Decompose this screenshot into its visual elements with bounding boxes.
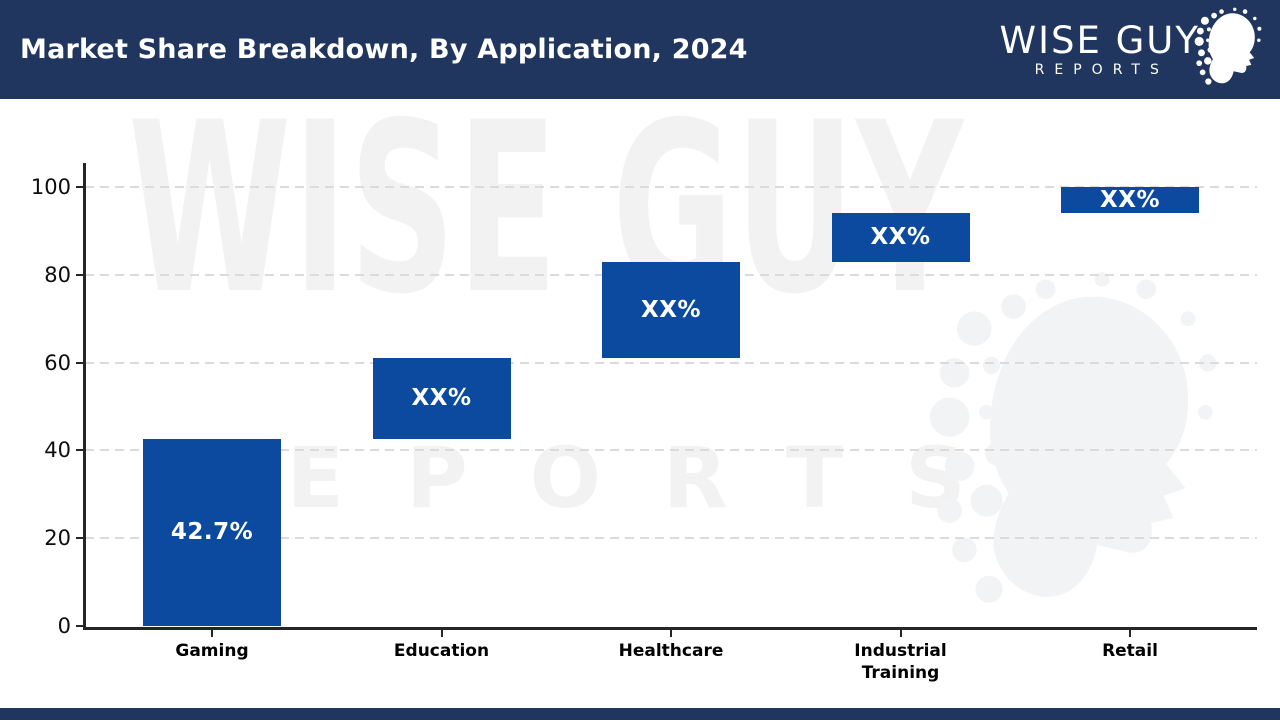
y-tick (76, 273, 83, 276)
bar-gaming: 42.7% (143, 438, 281, 626)
gridline-20 (85, 537, 1257, 540)
gridline-60 (85, 361, 1257, 364)
wiseguy-face-icon (1194, 7, 1262, 85)
x-tick (211, 630, 213, 637)
bar-retail: XX% (1061, 187, 1199, 214)
page-title: Market Share Breakdown, By Application, … (20, 34, 748, 65)
bar-education: XX% (372, 358, 511, 439)
gridline-40 (85, 449, 1257, 452)
watermark-subtext: REPORTS (160, 429, 1028, 527)
logo-subtext: REPORTS (1034, 61, 1169, 78)
y-tick-label: 60 (44, 350, 71, 375)
y-tick (76, 449, 83, 452)
y-axis-spine (83, 163, 86, 630)
y-tick (76, 625, 83, 627)
y-tick-label: 80 (44, 262, 71, 287)
bar-value-label: XX% (411, 385, 472, 412)
y-tick-label: 40 (44, 438, 71, 463)
wiseguy-logo-text: WISE GUY REPORTS (1000, 22, 1200, 78)
chart-area: WISE GUY REPORTS 0 20 40 60 80 100 42.7% Gaming… (0, 73, 1280, 708)
x-tick (670, 630, 672, 637)
x-category-label: Gaming (175, 641, 249, 661)
wiseguy-logo: WISE GUY REPORTS (1000, 7, 1280, 93)
bar-value-label: XX% (1099, 187, 1160, 214)
y-tick (76, 537, 83, 540)
bar-industrial-training: XX% (831, 213, 970, 262)
x-category-label: Healthcare (618, 641, 724, 661)
bar-healthcare: XX% (602, 261, 740, 359)
gridline-100 (85, 186, 1257, 188)
x-axis-spine (83, 627, 1257, 630)
x-category-label: Industrial Training (854, 641, 947, 684)
footer-bar (0, 708, 1280, 720)
y-tick (76, 186, 83, 188)
logo-wordmark: WISE GUY (999, 18, 1200, 62)
x-category-label: Education (393, 641, 490, 661)
x-category-label: Retail (1102, 641, 1158, 661)
watermark-wordmark: WISE GUY (128, 73, 965, 346)
y-tick-label: 20 (44, 526, 71, 551)
y-tick-label: 100 (30, 175, 71, 199)
x-tick (899, 630, 902, 637)
x-tick (440, 630, 443, 637)
bar-value-label: 42.7% (170, 519, 254, 546)
y-tick (76, 361, 83, 364)
y-tick-label: 0 (57, 614, 71, 638)
header-bar: Market Share Breakdown, By Application, … (0, 0, 1280, 99)
bar-value-label: XX% (640, 296, 701, 323)
bar-value-label: XX% (870, 224, 931, 251)
x-tick (1129, 630, 1131, 637)
